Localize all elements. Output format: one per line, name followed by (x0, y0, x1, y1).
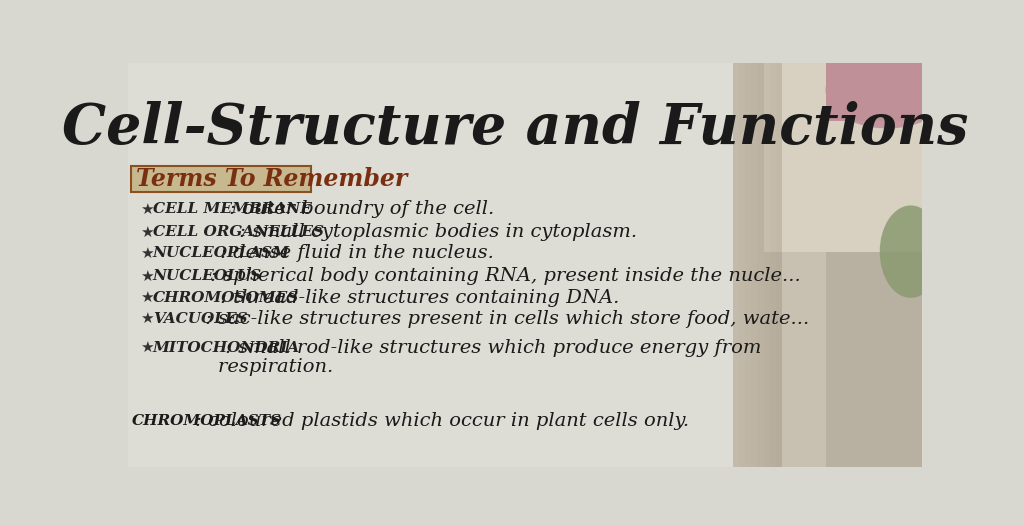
Bar (732, 63, 738, 467)
Text: : small rod-like structures which produce energy from: : small rod-like structures which produc… (218, 339, 761, 357)
Text: : outer boundry of the cell.: : outer boundry of the cell. (223, 201, 495, 218)
Text: MITOCHONDRIA: MITOCHONDRIA (153, 341, 300, 355)
Text: : coloured plastids which occur in plant cells only.: : coloured plastids which occur in plant… (189, 412, 689, 430)
Bar (738, 63, 744, 467)
Bar (776, 63, 782, 467)
Bar (770, 63, 776, 467)
Text: ★: ★ (139, 246, 154, 261)
Text: CELL MEMBRANE: CELL MEMBRANE (153, 202, 311, 216)
Bar (751, 63, 758, 467)
Bar (732, 63, 922, 467)
Text: Cell-Structure and Functions: Cell-Structure and Functions (62, 101, 969, 156)
Ellipse shape (880, 205, 942, 298)
Text: ★: ★ (139, 225, 154, 240)
Bar (825, 63, 922, 467)
Text: : dense fluid in the nucleus.: : dense fluid in the nucleus. (214, 244, 494, 262)
Text: NUCLEOPLASM: NUCLEOPLASM (153, 246, 290, 260)
Text: ★: ★ (139, 269, 154, 284)
Text: ★: ★ (139, 202, 154, 217)
Text: CHROMOPLASTS: CHROMOPLASTS (132, 414, 282, 428)
Text: : thread-like structures containing DNA.: : thread-like structures containing DNA. (214, 289, 620, 307)
Bar (758, 63, 764, 467)
Text: : sac-like structures present in cells which store food, wate...: : sac-like structures present in cells w… (200, 310, 810, 328)
Ellipse shape (825, 51, 949, 129)
Bar (764, 63, 922, 251)
Bar (825, 63, 922, 121)
Text: CELL ORGANELLES: CELL ORGANELLES (153, 225, 324, 239)
Text: : spherical body containing RNA, present inside the nucle...: : spherical body containing RNA, present… (204, 267, 801, 285)
Text: ★: ★ (139, 290, 154, 306)
Text: NUCLEOLUS: NUCLEOLUS (153, 269, 262, 284)
Text: VACUOLES: VACUOLES (153, 312, 248, 326)
Text: respiration.: respiration. (168, 358, 334, 376)
Text: : small cytoplasmic bodies in cytoplasm.: : small cytoplasmic bodies in cytoplasm. (233, 224, 637, 242)
Bar (128, 63, 810, 467)
FancyBboxPatch shape (131, 166, 311, 192)
Text: ★: ★ (139, 311, 154, 326)
Bar (764, 63, 770, 467)
Text: Terms To Remember: Terms To Remember (136, 167, 408, 191)
Text: CHROMOSOMES: CHROMOSOMES (153, 291, 299, 305)
Bar (744, 63, 751, 467)
Text: ★: ★ (139, 340, 154, 355)
